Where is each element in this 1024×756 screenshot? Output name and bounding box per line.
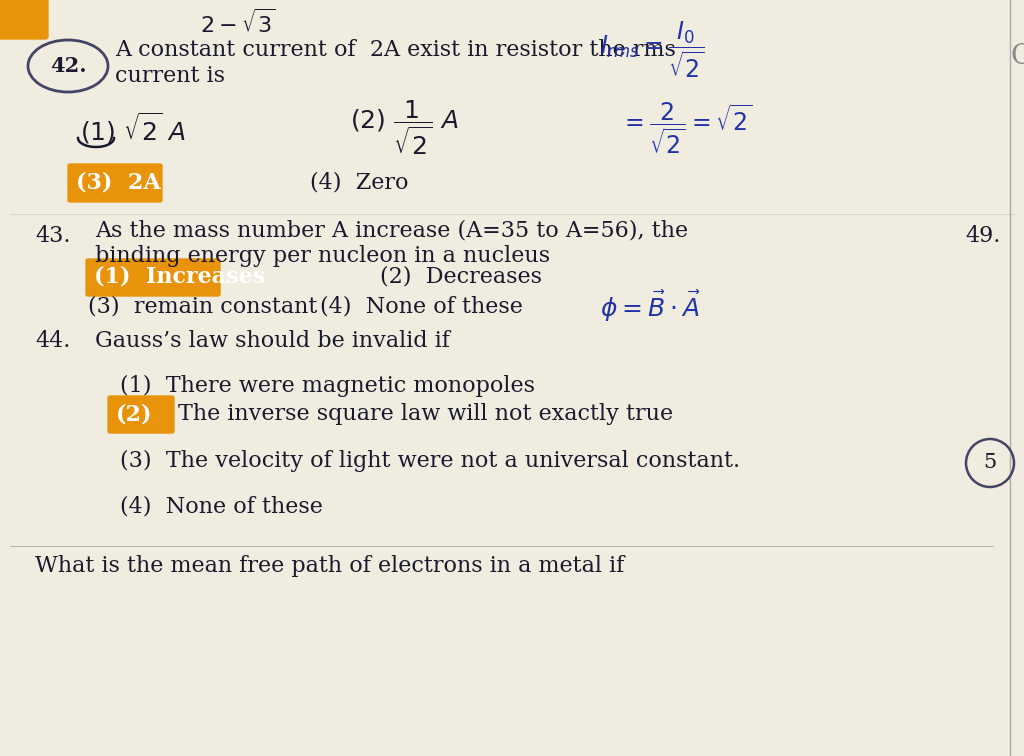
Text: current is: current is — [115, 65, 225, 87]
Text: The inverse square law will not exactly true: The inverse square law will not exactly … — [178, 403, 673, 425]
Text: (4)  Zero: (4) Zero — [310, 172, 409, 194]
Text: A constant current of  2A exist in resistor the rms: A constant current of 2A exist in resist… — [115, 39, 676, 61]
Text: 5: 5 — [983, 454, 996, 472]
FancyBboxPatch shape — [108, 396, 174, 433]
FancyBboxPatch shape — [68, 164, 162, 202]
Text: (3)  2A: (3) 2A — [76, 172, 161, 194]
Text: 44.: 44. — [35, 330, 71, 352]
Text: As the mass number A increase (A=35 to A=56), the: As the mass number A increase (A=35 to A… — [95, 220, 688, 242]
Text: binding energy per nucleon in a nucleus: binding energy per nucleon in a nucleus — [95, 245, 550, 267]
Text: 43.: 43. — [35, 225, 71, 247]
FancyBboxPatch shape — [0, 0, 48, 39]
Text: $\phi=\vec{B}\cdot\vec{A}$: $\phi=\vec{B}\cdot\vec{A}$ — [600, 289, 700, 324]
Text: (3)  The velocity of light were not a universal constant.: (3) The velocity of light were not a uni… — [120, 450, 740, 472]
Text: (1)  Increases: (1) Increases — [94, 266, 265, 288]
Text: (4)  None of these: (4) None of these — [120, 495, 323, 517]
Text: (3)  remain constant: (3) remain constant — [88, 295, 317, 317]
Text: (2): (2) — [116, 403, 153, 425]
Text: (4)  None of these: (4) None of these — [319, 295, 523, 317]
Text: $I_{rms} = \dfrac{I_0}{\sqrt{2}}$: $I_{rms} = \dfrac{I_0}{\sqrt{2}}$ — [600, 20, 705, 80]
Text: 49.: 49. — [965, 225, 1000, 247]
Text: $(1)\ \sqrt{2}\ A$: $(1)\ \sqrt{2}\ A$ — [80, 110, 185, 146]
Text: What is the mean free path of electrons in a metal if: What is the mean free path of electrons … — [35, 555, 625, 577]
Text: (1)  There were magnetic monopoles: (1) There were magnetic monopoles — [120, 375, 535, 397]
FancyBboxPatch shape — [86, 259, 220, 296]
Text: C: C — [1010, 42, 1024, 70]
Text: $=\dfrac{2}{\sqrt{2}}=\sqrt{2}$: $=\dfrac{2}{\sqrt{2}}=\sqrt{2}$ — [620, 100, 753, 156]
Text: $2-\sqrt{3}$: $2-\sqrt{3}$ — [200, 10, 276, 39]
Text: $(2)\ \dfrac{1}{\sqrt{2}}\ A$: $(2)\ \dfrac{1}{\sqrt{2}}\ A$ — [350, 99, 459, 157]
Text: Gauss’s law should be invalid if: Gauss’s law should be invalid if — [95, 330, 450, 352]
Text: (2)  Decreases: (2) Decreases — [380, 266, 542, 288]
Text: 42.: 42. — [50, 56, 86, 76]
